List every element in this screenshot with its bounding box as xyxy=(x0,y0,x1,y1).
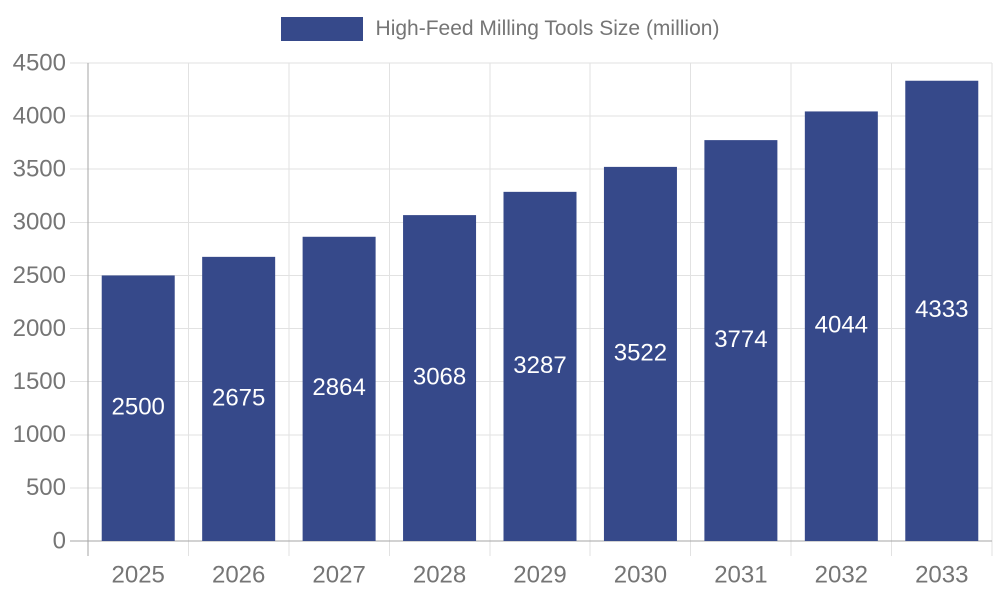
y-tick-label: 3000 xyxy=(13,209,66,236)
x-tick-label: 2028 xyxy=(413,561,466,588)
y-tick-label: 500 xyxy=(26,474,66,501)
bar-value-label: 3522 xyxy=(614,339,667,366)
y-tick-label: 2000 xyxy=(13,315,66,342)
bar-value-label: 4044 xyxy=(815,312,868,339)
y-tick-label: 3500 xyxy=(13,156,66,183)
bar-value-label: 2500 xyxy=(112,394,165,421)
x-tick-label: 2027 xyxy=(312,561,365,588)
bar-2028[interactable] xyxy=(403,215,477,541)
bar-2027[interactable] xyxy=(302,236,376,542)
bar-2029[interactable] xyxy=(503,191,577,542)
legend-label: High-Feed Milling Tools Size (million) xyxy=(375,17,720,40)
legend-swatch xyxy=(280,17,363,41)
bar-2025[interactable] xyxy=(101,275,175,541)
bar-value-label: 4333 xyxy=(915,296,968,323)
chart-legend[interactable]: High-Feed Milling Tools Size (million) xyxy=(0,17,1000,41)
x-tick-label: 2032 xyxy=(815,561,868,588)
x-tick-label: 2031 xyxy=(714,561,767,588)
y-tick-label: 4000 xyxy=(13,102,66,129)
bar-2026[interactable] xyxy=(202,256,276,541)
y-tick-label: 1500 xyxy=(13,368,66,395)
bar-value-label: 3068 xyxy=(413,363,466,390)
x-tick-label: 2026 xyxy=(212,561,265,588)
y-tick-label: 0 xyxy=(53,527,66,554)
y-tick-label: 4500 xyxy=(13,49,66,76)
bar-value-label: 3287 xyxy=(513,352,566,379)
bar-value-label: 2864 xyxy=(312,374,365,401)
x-tick-label: 2033 xyxy=(915,561,968,588)
bar-2030[interactable] xyxy=(603,166,677,542)
x-tick-label: 2030 xyxy=(614,561,667,588)
y-tick-label: 2500 xyxy=(13,262,66,289)
y-tick-label: 1000 xyxy=(13,421,66,448)
bar-2032[interactable] xyxy=(804,111,878,542)
bar-2031[interactable] xyxy=(704,140,778,541)
bar-2033[interactable] xyxy=(905,80,979,542)
x-tick-label: 2029 xyxy=(513,561,566,588)
bar-value-label: 3774 xyxy=(714,326,767,353)
x-tick-label: 2025 xyxy=(112,561,165,588)
bar-value-label: 2675 xyxy=(212,384,265,411)
